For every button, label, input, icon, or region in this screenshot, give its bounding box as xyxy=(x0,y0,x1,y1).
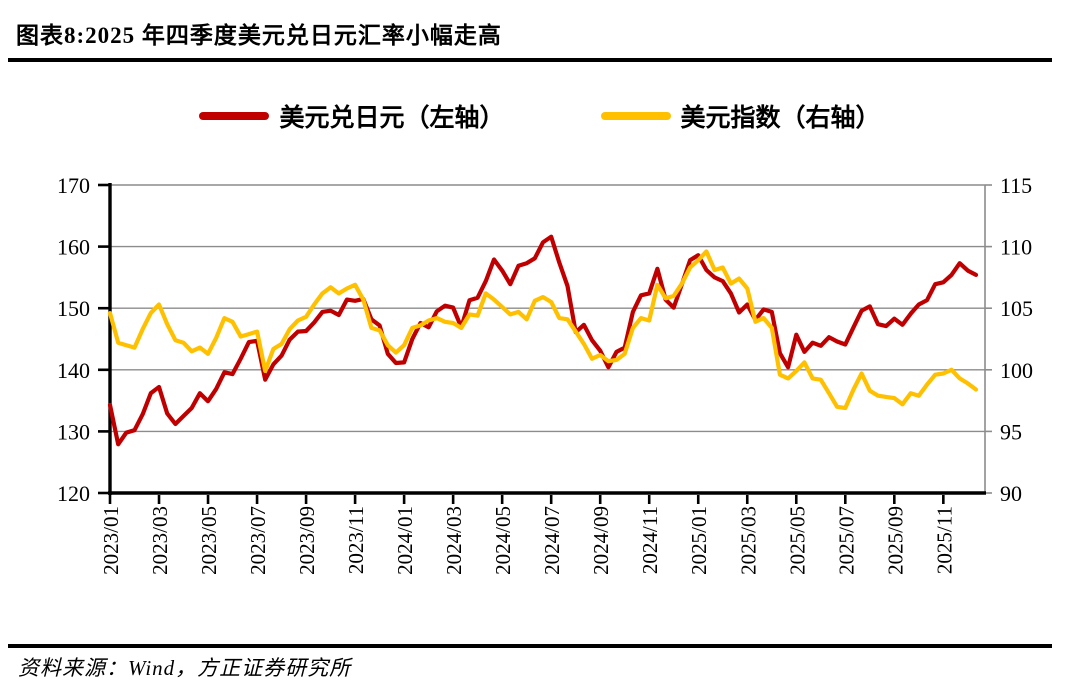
legend-label-dxy: 美元指数（右轴） xyxy=(680,105,881,132)
x-axis-tick-label: 2025/01 xyxy=(687,506,711,575)
right-axis-tick-label: 115 xyxy=(1000,173,1032,198)
x-axis-tick-label: 2025/09 xyxy=(883,506,907,575)
legend-line-dxy-icon xyxy=(600,112,671,120)
legend-line-usdjpy-icon xyxy=(199,112,270,120)
x-axis-tick-label: 2025/07 xyxy=(834,506,858,575)
x-axis-tick-label: 2023/11 xyxy=(344,506,368,574)
x-axis-tick-label: 2024/05 xyxy=(491,506,515,575)
right-axis-tick-label: 100 xyxy=(1000,358,1033,383)
x-axis-tick-label: 2025/03 xyxy=(736,506,760,575)
series-line-usdjpy xyxy=(107,234,979,447)
x-axis-tick-label: 2023/09 xyxy=(295,506,319,575)
legend-item-usdjpy: 美元兑日元（左轴） xyxy=(199,98,505,134)
source-note: 资料来源：Wind，方正证券研究所 xyxy=(18,656,352,680)
x-axis-tick-label: 2024/09 xyxy=(589,506,613,575)
right-axis-tick-label: 90 xyxy=(1000,481,1022,506)
x-axis-tick-label: 2025/11 xyxy=(932,506,956,574)
legend-item-dxy: 美元指数（右轴） xyxy=(600,98,881,134)
right-axis-tick-label: 110 xyxy=(1000,235,1032,260)
legend-label-usdjpy: 美元兑日元（左轴） xyxy=(279,105,505,132)
x-axis-tick-label: 2024/07 xyxy=(540,506,564,575)
left-axis-tick-label: 170 xyxy=(57,173,90,198)
chart-title: 图表8:2025 年四季度美元兑日元汇率小幅走高 xyxy=(16,23,502,48)
title-divider-rule xyxy=(8,58,1052,62)
right-axis-tick-label: 105 xyxy=(1000,296,1033,321)
left-axis-tick-label: 150 xyxy=(57,296,90,321)
x-axis-tick-label: 2024/01 xyxy=(393,506,417,575)
left-axis-tick-label: 120 xyxy=(57,481,90,506)
source-divider-rule xyxy=(8,644,1052,648)
x-axis-tick-label: 2023/01 xyxy=(99,506,123,575)
x-axis-tick-label: 2023/05 xyxy=(197,506,221,575)
chart-legend: 美元兑日元（左轴） 美元指数（右轴） xyxy=(0,98,1080,134)
x-axis-tick-label: 2023/07 xyxy=(246,506,270,575)
left-axis-tick-label: 160 xyxy=(57,235,90,260)
x-axis-tick-label: 2024/03 xyxy=(442,506,466,575)
left-axis-tick-label: 130 xyxy=(57,419,90,444)
x-axis-tick-label: 2023/03 xyxy=(148,506,172,575)
x-axis-tick-label: 2024/11 xyxy=(638,506,662,574)
left-axis-tick-label: 140 xyxy=(57,358,90,383)
right-axis-tick-label: 95 xyxy=(1000,419,1022,444)
series-line-dxy xyxy=(107,249,979,411)
x-axis-tick-label: 2025/05 xyxy=(785,506,809,575)
